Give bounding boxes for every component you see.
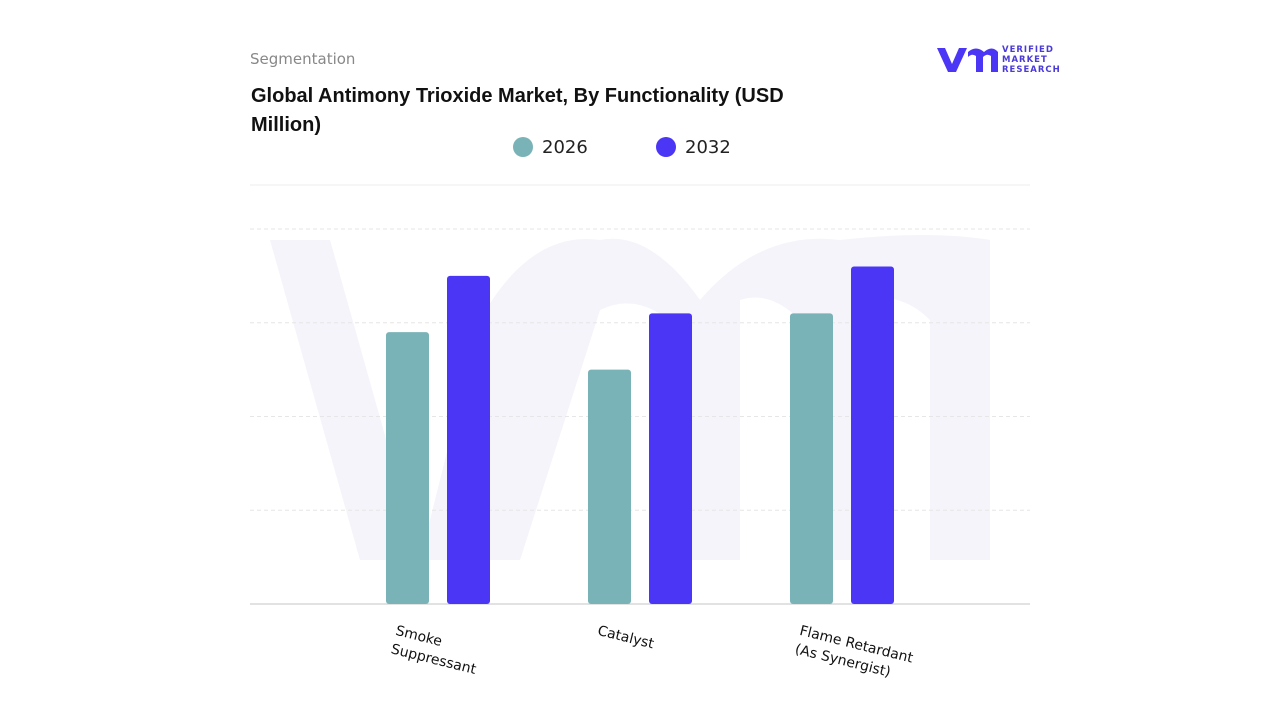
- bar: [386, 332, 429, 604]
- logo-text: RESEARCH: [1002, 65, 1061, 75]
- legend-marker: [656, 137, 676, 157]
- bar: [588, 369, 631, 604]
- bar: [447, 275, 490, 604]
- logo-text: MARKET: [1002, 55, 1048, 65]
- bar: [790, 313, 833, 604]
- chart-title: Global Antimony Trioxide Market, By Func…: [251, 85, 784, 136]
- logo-text: VERIFIED: [1002, 45, 1054, 55]
- bar: [851, 266, 894, 604]
- legend-marker: [513, 137, 533, 157]
- legend-label: 2026: [542, 137, 588, 158]
- legend-label: 2032: [685, 137, 731, 158]
- logo: [937, 48, 998, 72]
- segment-label: Segmentation: [250, 50, 356, 68]
- bar: [649, 313, 692, 604]
